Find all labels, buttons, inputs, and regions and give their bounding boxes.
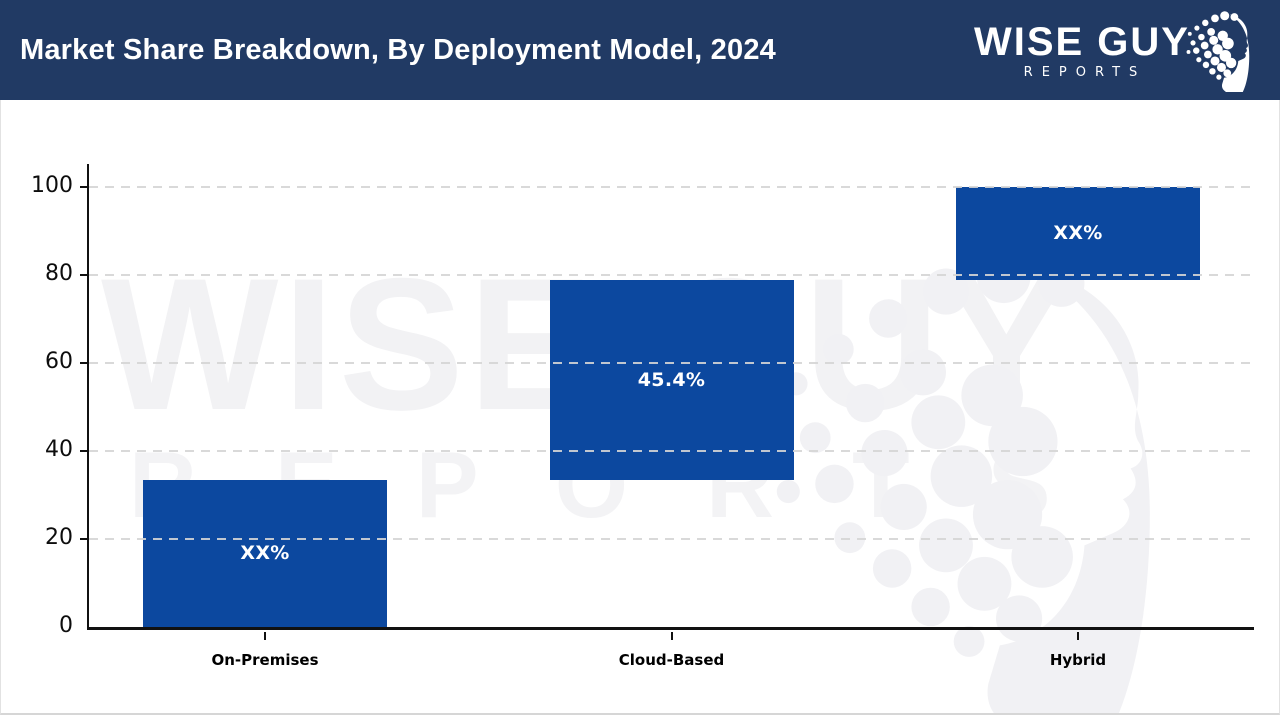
y-tick-mark xyxy=(80,450,87,452)
y-tick-label: 0 xyxy=(59,613,73,638)
bar-cloud-based: 45.4% xyxy=(549,279,794,480)
y-tick-label: 40 xyxy=(45,437,73,462)
x-axis-label-hybrid: Hybrid xyxy=(1049,651,1107,669)
y-tick-mark xyxy=(80,274,87,276)
y-tick-label: 20 xyxy=(45,525,73,550)
wise-guy-reports-logo: WISE GUY REPORTS xyxy=(974,8,1254,92)
y-tick-mark xyxy=(80,362,87,364)
logo-subtitle: REPORTS xyxy=(1023,64,1147,80)
x-tick-mark xyxy=(1077,632,1079,640)
y-tick-label: 80 xyxy=(45,261,73,286)
x-tick-mark xyxy=(670,632,673,640)
y-tick-mark xyxy=(80,186,87,188)
dotted-head-icon xyxy=(1186,11,1250,92)
gridline xyxy=(89,186,1254,188)
logo-text: WISE GUY REPORTS xyxy=(974,22,1190,79)
gridline xyxy=(89,362,1254,364)
bar-value-label: XX% xyxy=(240,542,290,565)
logo-name: WISE GUY xyxy=(973,19,1190,64)
x-tick-mark xyxy=(264,632,266,640)
y-tick-label: 60 xyxy=(45,349,73,374)
bar-on-premises: XX% xyxy=(143,479,387,627)
bar-value-label: 45.4% xyxy=(637,368,706,391)
y-tick-mark xyxy=(80,538,87,540)
gridline xyxy=(89,538,1254,540)
x-axis-label-on-premises: On-Premises xyxy=(211,651,319,669)
chart-canvas: WISE GUY R E P O R T S 0 20 40 60 80 100 XX% On… xyxy=(0,100,1280,715)
plot-area: 0 20 40 60 80 100 XX% On-Premises 45.4% Cloud-Bas… xyxy=(31,164,1254,669)
gridline xyxy=(89,274,1254,276)
header-bar: Market Share Breakdown, By Deployment Mo… xyxy=(0,0,1280,100)
page-title: Market Share Breakdown, By Deployment Mo… xyxy=(20,33,776,66)
bar-value-label: XX% xyxy=(1053,222,1103,245)
bar-hybrid: XX% xyxy=(956,187,1200,280)
y-tick-label: 100 xyxy=(31,173,73,198)
x-axis-label-cloud-based: Cloud-Based xyxy=(618,651,725,669)
gridline xyxy=(89,450,1254,452)
